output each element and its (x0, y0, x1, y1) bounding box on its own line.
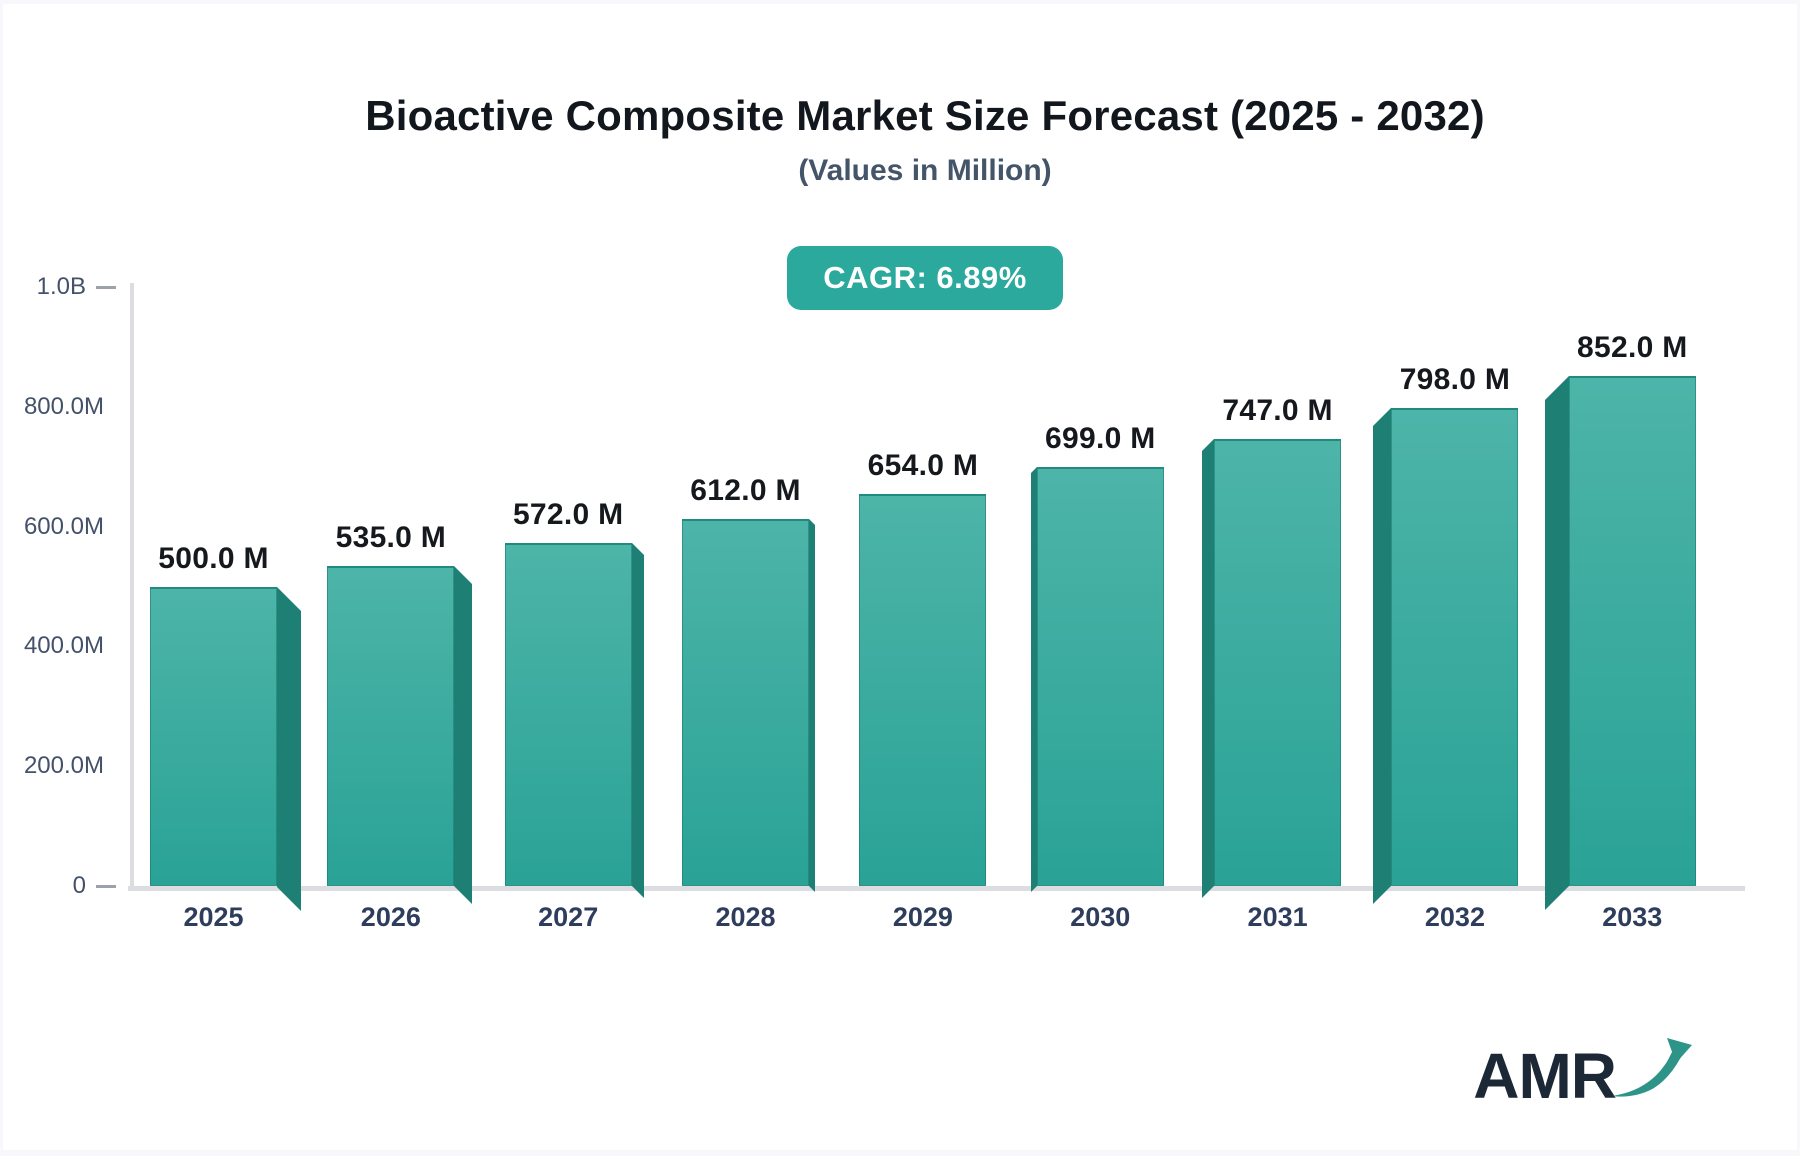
x-axis-label-2031: 2031 (1247, 902, 1308, 932)
x-axis-label-2033: 2033 (1602, 902, 1663, 932)
bar-side-face-2032 (1373, 407, 1392, 904)
bar-side-face-2028 (809, 519, 816, 892)
x-axis-label-2030: 2030 (1070, 902, 1131, 932)
chart-subtitle: (Values in Million) (798, 154, 1052, 187)
y-axis-line (130, 283, 134, 891)
x-axis-baseline (128, 886, 1745, 891)
growth-arrow-icon (1612, 1038, 1692, 1097)
y-axis-tick-label-800.0M: 800.0M (23, 392, 104, 420)
bar-2028 (682, 519, 810, 886)
bar-2025 (150, 586, 277, 886)
chart-title: Bioactive Composite Market Size Forecast… (365, 92, 1485, 139)
x-axis-label-2029: 2029 (892, 902, 953, 932)
bar-2029 (859, 494, 987, 886)
y-axis-tick-label-400.0M: 400.0M (23, 632, 104, 660)
bar-side-face-2026 (454, 565, 473, 904)
amr-logo-text: AMR (1473, 1040, 1617, 1112)
bar-side-face-2025 (277, 586, 301, 910)
y-axis-tick-mark-0 (96, 884, 116, 888)
bar-2030 (1036, 467, 1164, 886)
bar-2026 (327, 565, 455, 886)
bar-2031 (1214, 438, 1342, 886)
y-axis-tick-label-1.0B: 1.0B (36, 273, 86, 300)
y-axis-tick-label-0: 0 (72, 872, 86, 899)
bar-value-label-2033: 852.0 M (1577, 330, 1688, 364)
bar-side-face-2027 (631, 543, 644, 898)
x-axis-label-2026: 2026 (360, 902, 421, 932)
bar-side-face-2033 (1544, 375, 1569, 910)
bar-value-label-2030: 699.0 M (1045, 422, 1156, 456)
y-axis-tick-label-200.0M: 200.0M (23, 752, 104, 780)
bar-2033 (1568, 375, 1696, 886)
x-axis-label-2027: 2027 (538, 902, 599, 932)
bar-value-label-2029: 654.0 M (867, 449, 979, 483)
y-axis-tick-mark-1.0B (96, 285, 116, 289)
x-axis-label-2028: 2028 (715, 902, 776, 932)
x-axis-label-2025: 2025 (183, 902, 244, 932)
bar-2032 (1391, 407, 1519, 886)
bar-value-label-2027: 572.0 M (512, 498, 624, 532)
bar-value-label-2028: 612.0 M (690, 474, 801, 508)
bar-value-label-2032: 798.0 M (1399, 362, 1511, 396)
y-axis-tick-label-600.0M: 600.0M (23, 512, 104, 540)
bar-value-label-2031: 747.0 M (1222, 393, 1333, 427)
amr-logo: AMR (1473, 1036, 1700, 1112)
bar-2027 (504, 543, 632, 886)
bar-value-label-2025: 500.0 M (158, 541, 269, 575)
x-axis-label-2032: 2032 (1424, 902, 1485, 932)
chart-header: Bioactive Composite Market Size Forecast… (50, 0, 1800, 310)
bar-side-face-2031 (1202, 438, 1215, 898)
bar-value-label-2026: 535.0 M (335, 520, 447, 554)
cagr-badge: CAGR: 6.89% (787, 246, 1063, 310)
